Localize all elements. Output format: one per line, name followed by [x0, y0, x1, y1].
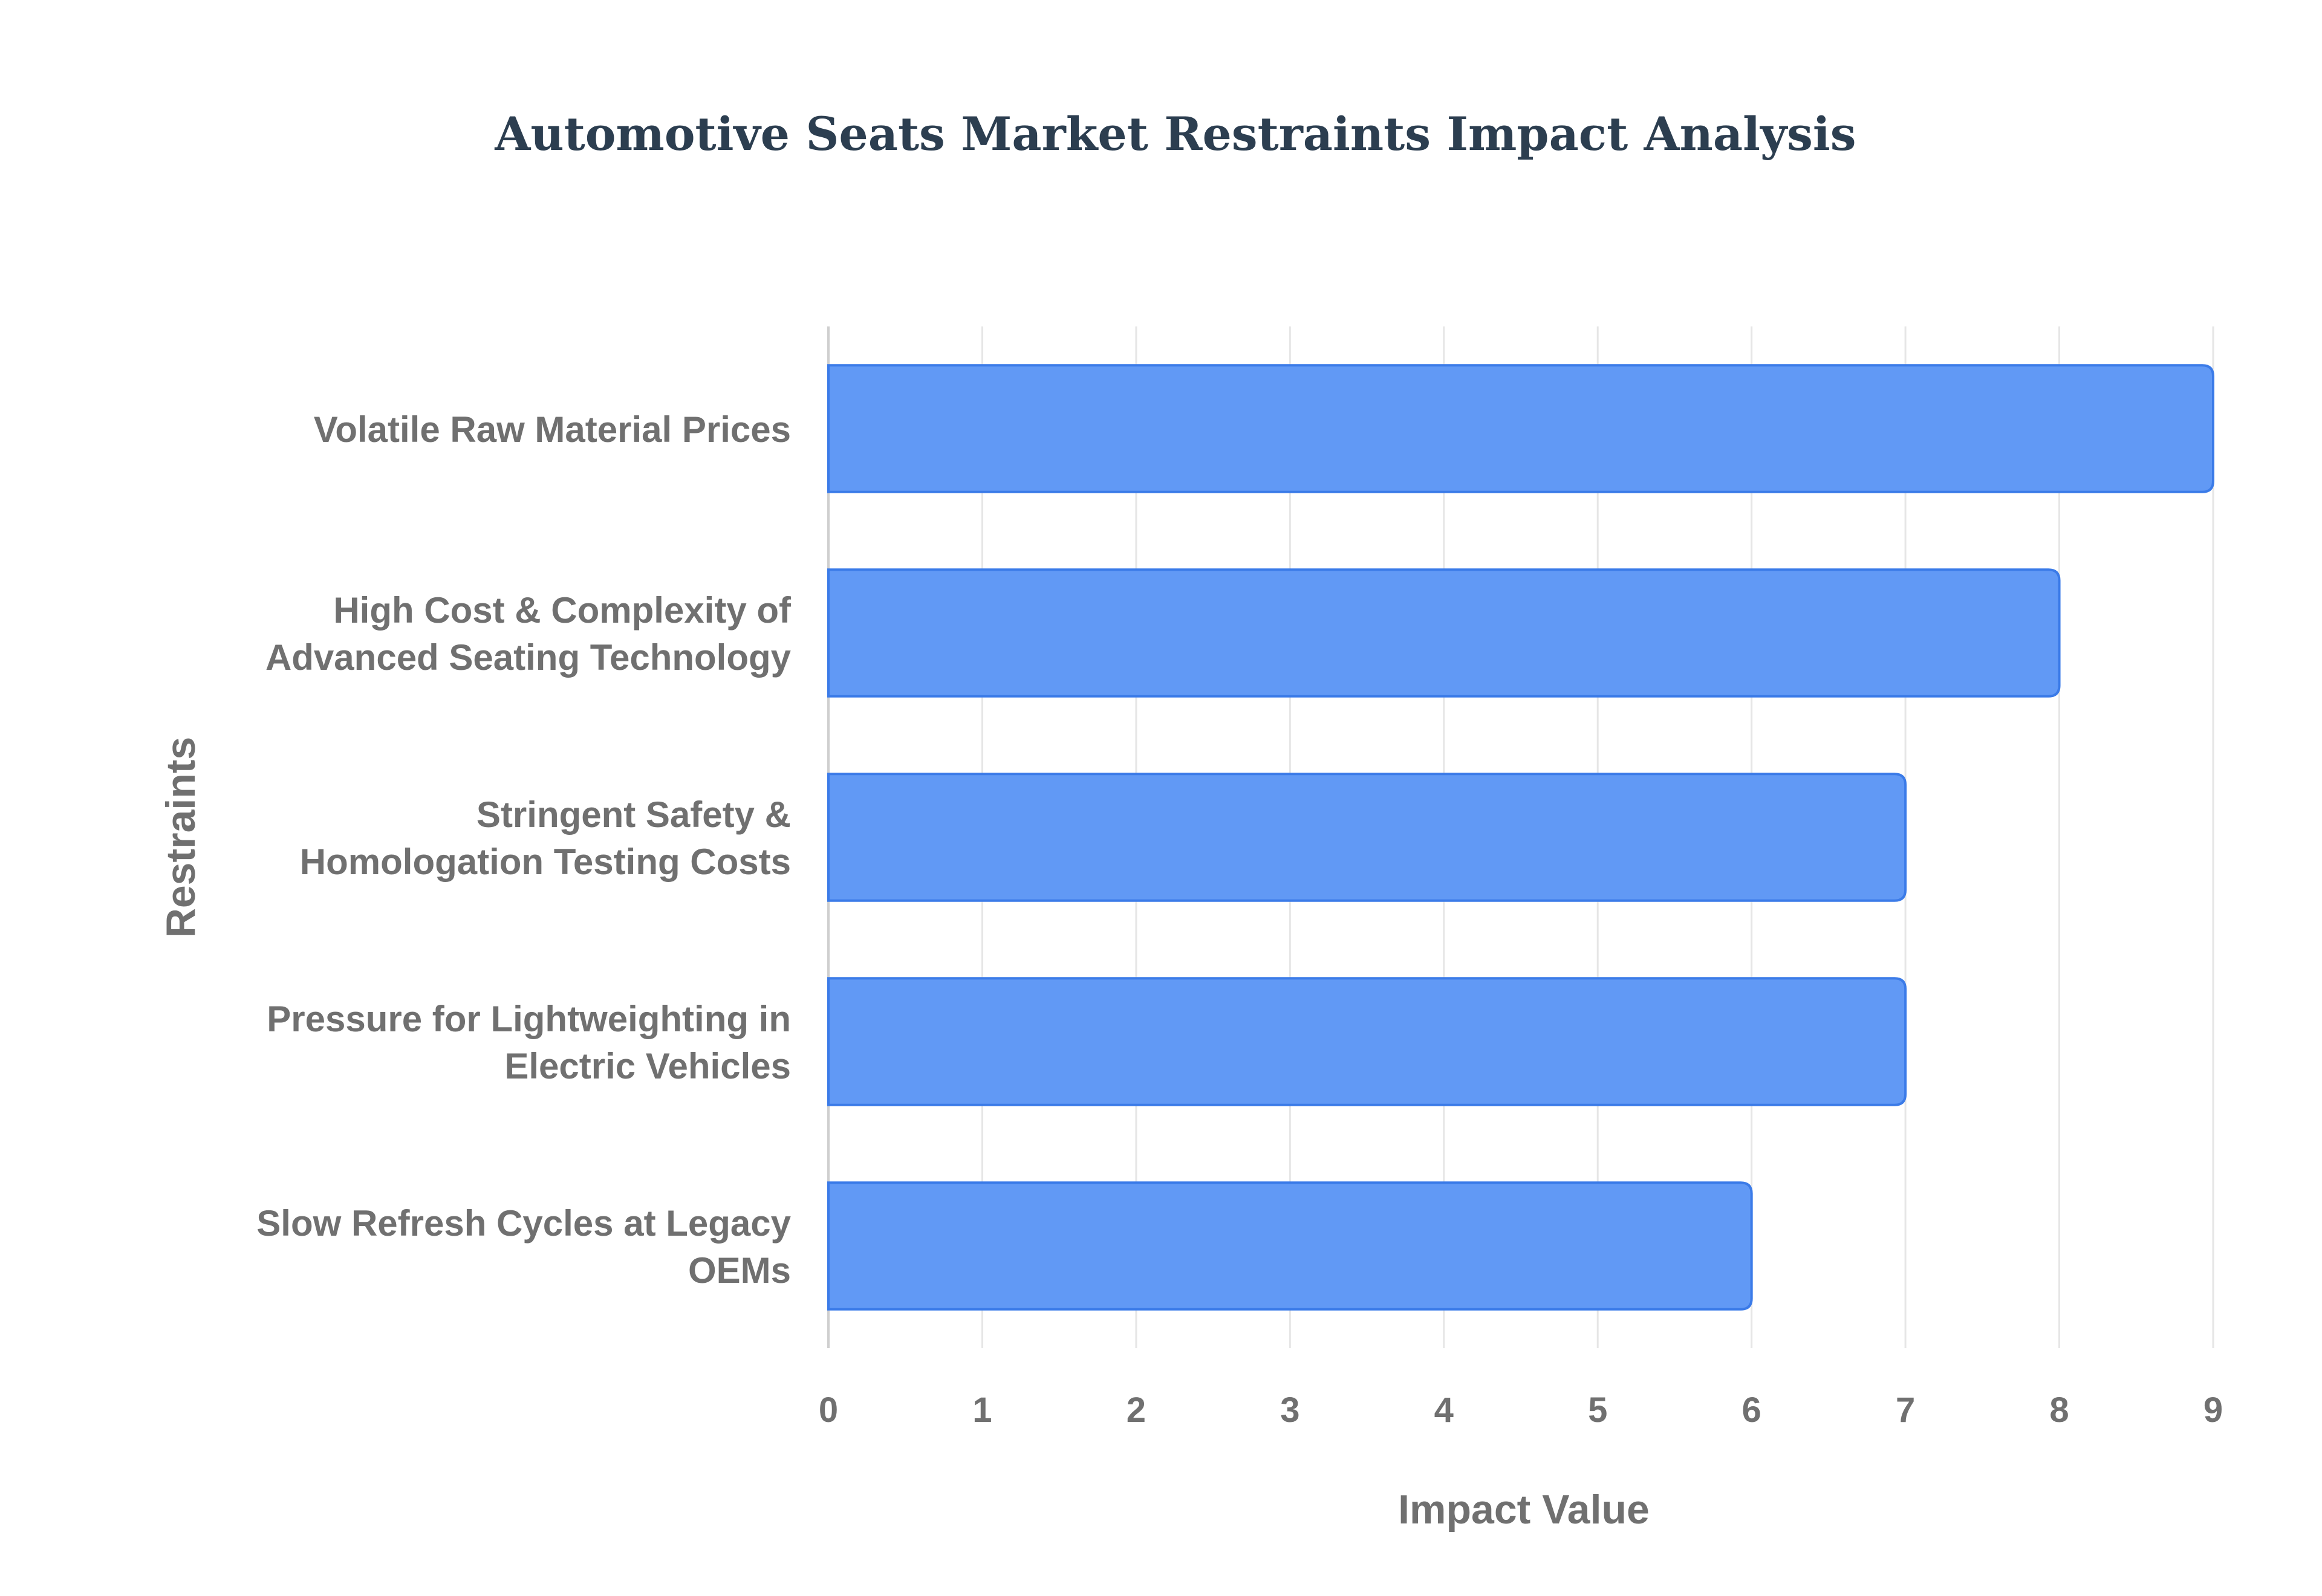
- y-category-label: Advanced Seating Technology: [265, 637, 792, 678]
- bars: [827, 364, 2214, 1311]
- y-axis-title: Restraints: [158, 737, 204, 938]
- x-tick-label: 3: [1280, 1390, 1299, 1430]
- x-tick-label: 8: [2049, 1390, 2069, 1430]
- bar: [827, 1181, 1753, 1311]
- bar: [827, 364, 2214, 493]
- x-tick-label: 9: [2203, 1390, 2223, 1430]
- y-category-label: Homologation Testing Costs: [300, 842, 791, 882]
- chart-title: Automotive Seats Market Restraints Impac…: [494, 107, 1856, 161]
- y-category-label: OEMs: [688, 1250, 791, 1291]
- x-tick-label: 7: [1896, 1390, 1915, 1430]
- x-tick-label: 2: [1127, 1390, 1146, 1430]
- bar: [827, 977, 1907, 1106]
- y-category-label: Stringent Safety &: [476, 794, 791, 835]
- x-axis-title: Impact Value: [1398, 1487, 1650, 1533]
- y-category-label: Volatile Raw Material Prices: [314, 409, 791, 450]
- y-category-label: Electric Vehicles: [504, 1046, 791, 1086]
- y-category-label: Pressure for Lightweighting in: [267, 999, 791, 1039]
- bar: [827, 568, 2061, 698]
- x-tick-label: 0: [819, 1390, 838, 1430]
- bar: [827, 773, 1907, 902]
- x-tick-label: 5: [1588, 1390, 1607, 1430]
- y-category-label: High Cost & Complexity of: [333, 590, 792, 631]
- x-tick-label: 1: [972, 1390, 992, 1430]
- axes: 0 1 2 3 4 5 6 7 8 9 Volatile Raw Material Prices Hi…: [256, 409, 2223, 1430]
- x-tick-label: 6: [1742, 1390, 1761, 1430]
- x-tick-label: 4: [1434, 1390, 1454, 1430]
- y-category-label: Slow Refresh Cycles at Legacy: [256, 1203, 791, 1244]
